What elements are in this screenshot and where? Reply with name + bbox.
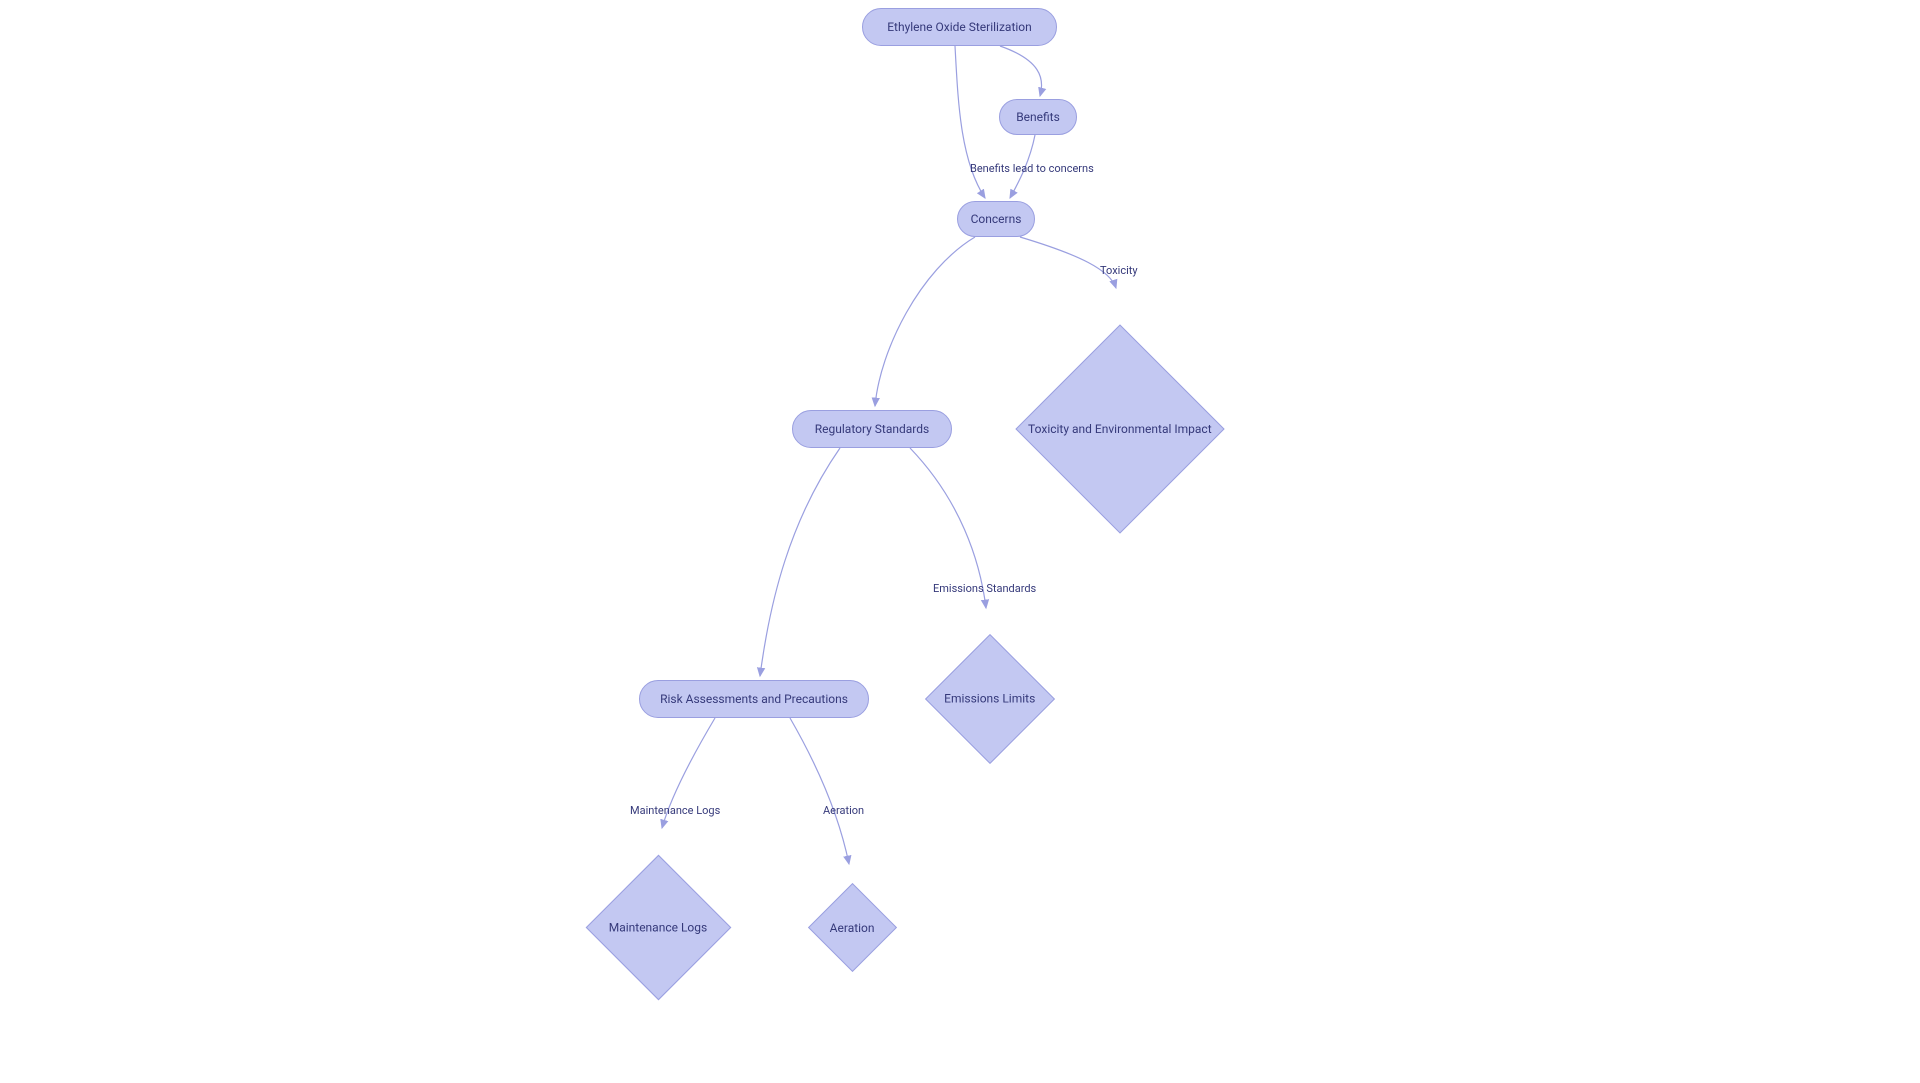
edge-label-risk-aeration: Aeration xyxy=(823,804,864,817)
edge-risk-aeration xyxy=(790,718,849,864)
edge-label-benefits-concerns: Benefits lead to concerns xyxy=(970,162,1094,175)
edge-label-risk-maintenance: Maintenance Logs xyxy=(630,804,720,817)
edge-root-benefits xyxy=(1000,46,1042,96)
node-emissions-label: Emissions Limits xyxy=(944,692,1035,706)
node-concerns[interactable]: Concerns xyxy=(957,201,1035,237)
node-aeration[interactable]: Aeration xyxy=(808,883,897,972)
edge-concerns-regulatory xyxy=(875,237,975,406)
node-risk[interactable]: Risk Assessments and Precautions xyxy=(639,680,869,718)
node-concerns-label: Concerns xyxy=(971,212,1022,226)
edge-label-regulatory-emissions: Emissions Standards xyxy=(933,582,1036,595)
node-root[interactable]: Ethylene Oxide Sterilization xyxy=(862,8,1057,46)
node-regulatory[interactable]: Regulatory Standards xyxy=(792,410,952,448)
node-root-label: Ethylene Oxide Sterilization xyxy=(887,20,1032,34)
node-toxicity[interactable]: Toxicity and Environmental Impact xyxy=(1015,324,1224,533)
node-regulatory-label: Regulatory Standards xyxy=(815,422,929,436)
node-benefits-label: Benefits xyxy=(1016,110,1060,124)
node-aeration-label: Aeration xyxy=(830,921,875,935)
edges-layer xyxy=(0,0,1920,1083)
edge-label-concerns-toxicity: Toxicity xyxy=(1100,264,1138,277)
node-toxicity-label: Toxicity and Environmental Impact xyxy=(1028,422,1212,436)
node-benefits[interactable]: Benefits xyxy=(999,99,1077,135)
edge-concerns-toxicity xyxy=(1020,237,1116,288)
node-risk-label: Risk Assessments and Precautions xyxy=(660,692,848,706)
node-emissions[interactable]: Emissions Limits xyxy=(925,634,1055,764)
node-maintenance[interactable]: Maintenance Logs xyxy=(586,855,732,1001)
node-maintenance-label: Maintenance Logs xyxy=(609,920,707,934)
edge-root-concerns xyxy=(955,46,985,198)
edge-regulatory-risk xyxy=(760,448,840,676)
flowchart-canvas: Ethylene Oxide Sterilization Benefits Co… xyxy=(0,0,1920,1083)
